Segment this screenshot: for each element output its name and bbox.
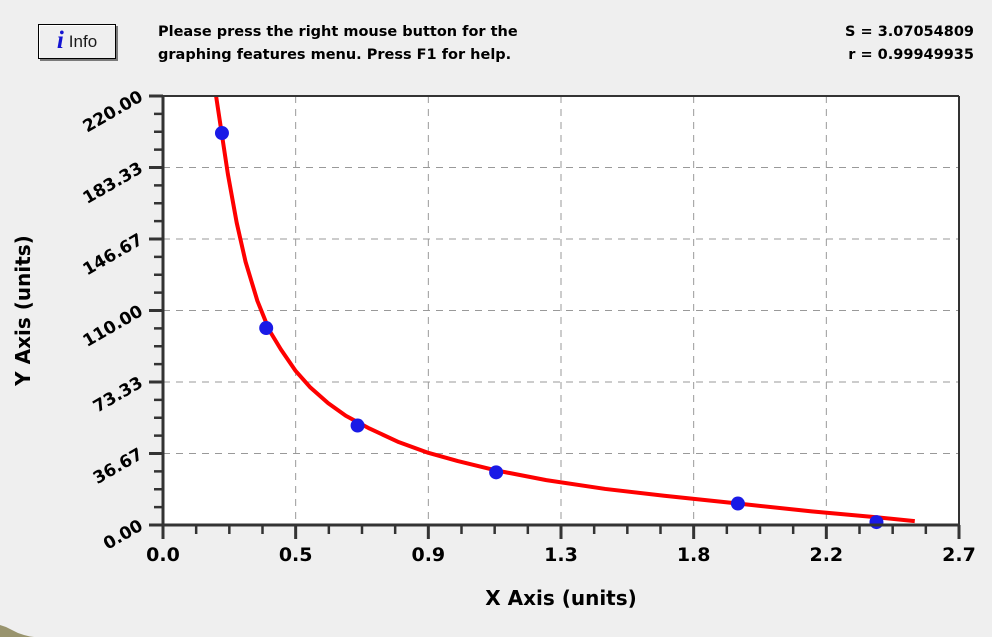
data-point[interactable]: [350, 418, 365, 433]
hint-line-1: Please press the right mouse button for …: [158, 24, 518, 40]
hint-text: Please press the right mouse button for …: [158, 21, 628, 67]
info-i-icon: i: [56, 27, 64, 54]
info-button[interactable]: i Info: [38, 24, 116, 59]
x-tick-label: 0.0: [146, 544, 180, 566]
x-tick-label: 2.7: [942, 544, 976, 566]
y-tick-label: 110.00: [80, 301, 147, 351]
y-tick-label: 0.00: [100, 516, 146, 554]
y-tick-label: 220.00: [80, 87, 147, 137]
info-button-label: Info: [68, 31, 98, 51]
x-tick-label: 1.3: [544, 544, 578, 566]
x-tick-label: 1.8: [677, 544, 711, 566]
data-point[interactable]: [259, 321, 274, 336]
x-tick-label: 0.5: [279, 544, 313, 566]
chart-canvas[interactable]: 0.00 36.67 73.33 110.00 146.67 183.33 220.00 0.…: [0, 80, 992, 637]
stat-s: S = 3.07054809: [845, 24, 974, 40]
x-axis-title: X Axis (units): [485, 586, 637, 610]
data-point[interactable]: [489, 465, 504, 480]
y-tick-label: 146.67: [80, 230, 147, 280]
data-point[interactable]: [214, 126, 229, 141]
x-tick-label: 2.2: [809, 544, 843, 566]
hint-line-2: graphing features menu. Press F1 for hel…: [158, 47, 512, 63]
y-tick-label: 183.33: [80, 159, 147, 209]
data-point[interactable]: [869, 515, 884, 530]
fit-statistics: S = 3.07054809 r = 0.99949935: [845, 21, 974, 67]
stat-r: r = 0.99949935: [848, 47, 974, 63]
y-axis-title: Y Axis (units): [11, 235, 35, 387]
x-tick-label: 0.9: [411, 544, 445, 566]
scatter-plot[interactable]: 0.00 36.67 73.33 110.00 146.67 183.33 220.00 0.…: [0, 80, 992, 637]
data-point[interactable]: [730, 496, 745, 511]
y-tick-label: 73.33: [90, 373, 147, 417]
y-tick-label: 36.67: [90, 445, 147, 489]
